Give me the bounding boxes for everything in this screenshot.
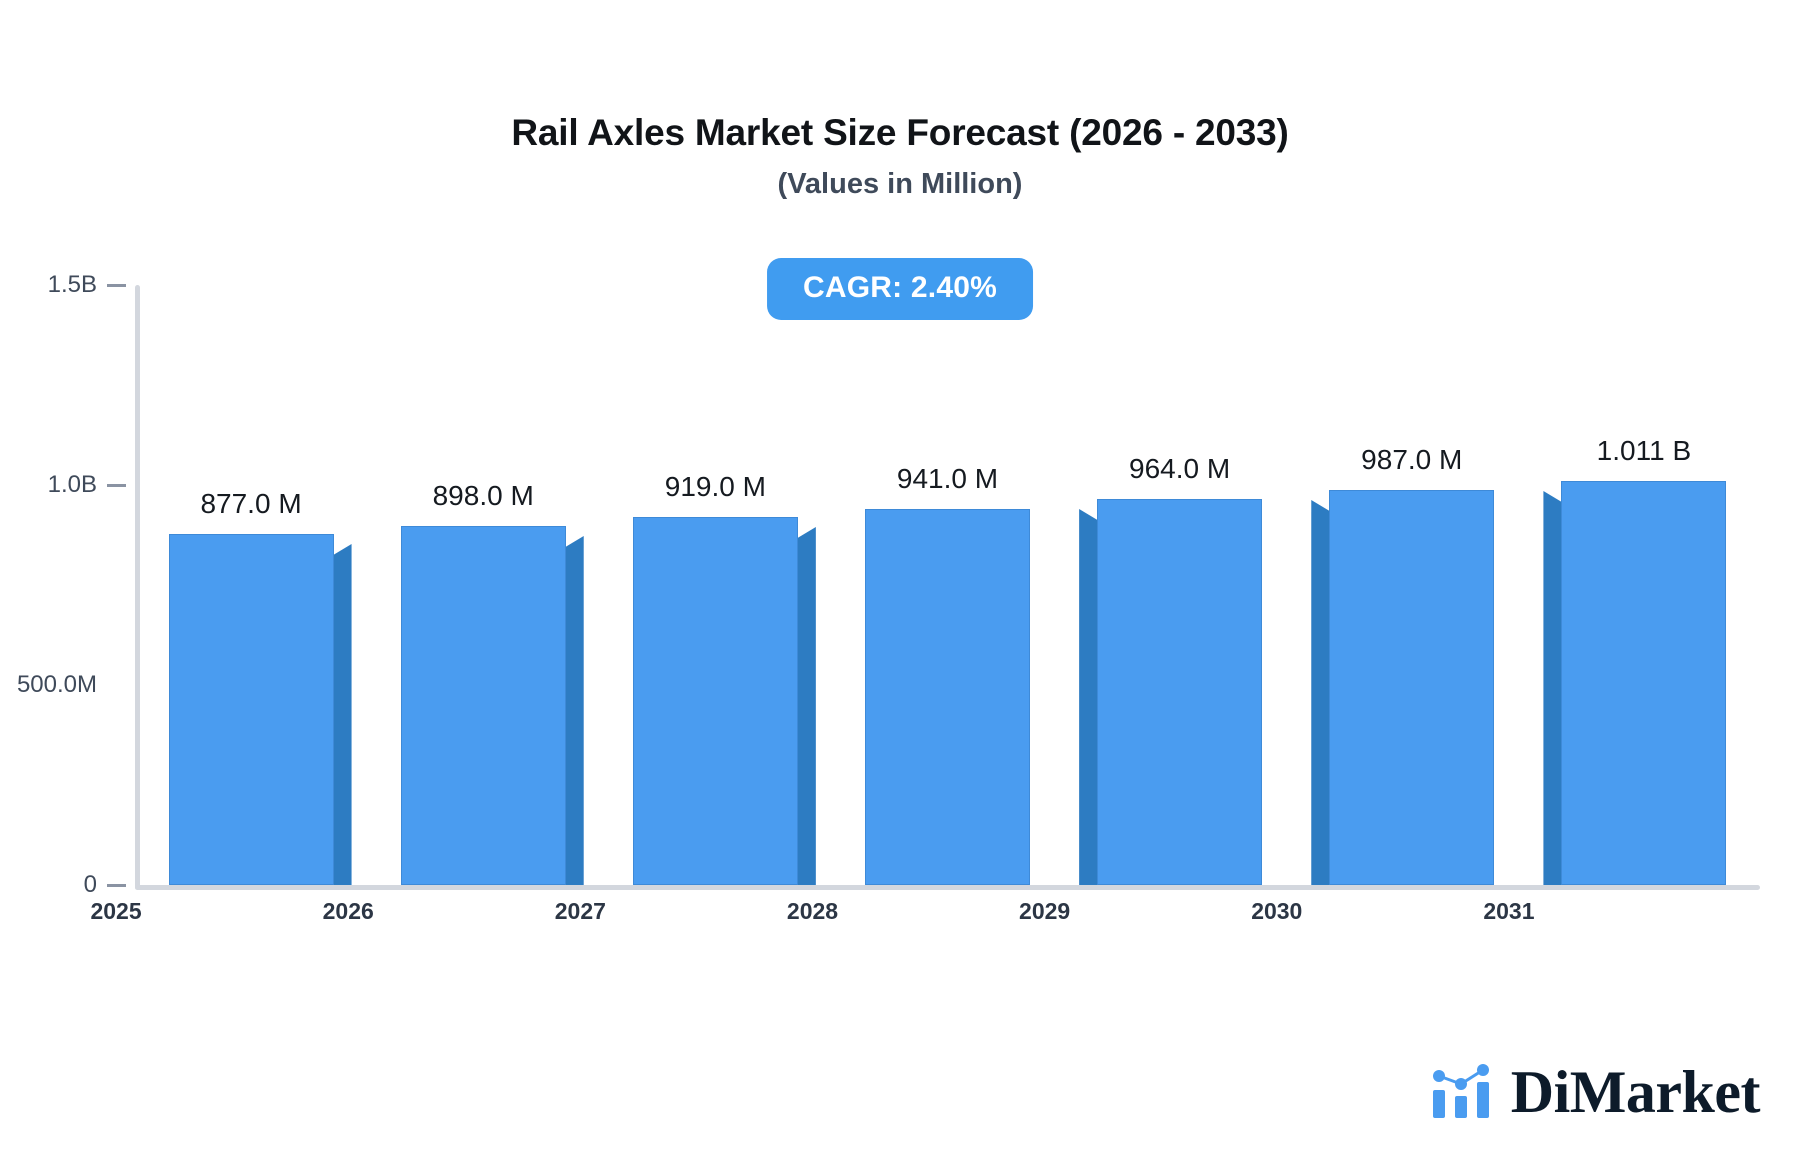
chart-subtitle: (Values in Million) <box>777 168 1023 200</box>
bar-value-label: 1.011 B <box>1596 435 1692 466</box>
y-tick-label: 500.0M <box>16 671 97 698</box>
bar-column[interactable]: 941.0 M <box>831 285 1063 885</box>
bar-front-face[interactable] <box>168 534 334 885</box>
x-tick-label: 2030 <box>1251 898 1303 924</box>
bar-column[interactable]: 964.0 M <box>1064 285 1296 885</box>
bar-front-face[interactable] <box>400 526 566 885</box>
bar-value-label: 898.0 M <box>432 480 534 511</box>
x-tick-label: 2025 <box>90 898 142 924</box>
x-tick-label: 2026 <box>322 898 374 924</box>
bar-value-label: 964.0 M <box>1129 453 1231 484</box>
bar-value-label: 941.0 M <box>896 463 999 494</box>
y-axis-line <box>135 285 140 890</box>
plot-area: 0 500.0M 1.0B 1.5B 877.0 M 898.0 M 919.0 M 941… <box>17 271 1760 898</box>
bar-front-face[interactable] <box>1097 499 1263 885</box>
x-axis-line <box>135 885 1760 890</box>
x-tick-label: 2029 <box>1019 898 1071 924</box>
bar-value-label: 987.0 M <box>1361 444 1463 475</box>
x-tick-label: 2031 <box>1483 898 1535 924</box>
y-tick-dash <box>107 884 126 887</box>
bar-column[interactable]: 898.0 M <box>367 285 599 885</box>
bar-side-face <box>1079 509 1100 885</box>
y-tick-dash <box>107 484 126 487</box>
bar-column[interactable]: 987.0 M <box>1296 285 1528 885</box>
bar-chart-trend-icon <box>1432 1064 1489 1118</box>
y-tick-dash <box>107 284 126 287</box>
bar-front-face[interactable] <box>1329 490 1495 885</box>
bar-side-face <box>331 544 352 885</box>
x-tick-label: 2027 <box>554 898 606 924</box>
bar-value-label: 919.0 M <box>664 471 766 502</box>
y-tick-label: 1.5B <box>47 271 97 298</box>
bar-column[interactable]: 877.0 M <box>135 285 367 885</box>
bar-column[interactable]: 919.0 M <box>599 285 831 885</box>
page-title: Rail Axles Market Size Forecast (2026 - … <box>511 112 1289 153</box>
x-tick-label: 2028 <box>786 898 839 924</box>
bar-value-label: 877.0 M <box>200 488 302 519</box>
x-axis-labels: 2025 2026 2027 2028 2029 2030 2031 <box>0 898 1625 938</box>
bar-series: 877.0 M 898.0 M 919.0 M 941.0 M 964.0 M 987.0… <box>135 285 1760 885</box>
y-tick-label: 1.0B <box>47 471 97 498</box>
bar-side-face <box>795 527 816 885</box>
brand-logo: DiMarket <box>1431 1059 1761 1125</box>
brand-name: DiMarket <box>1510 1059 1761 1125</box>
y-tick-label: 0 <box>83 871 97 898</box>
bar-front-face[interactable] <box>1561 481 1727 885</box>
bar-front-face[interactable] <box>864 509 1030 885</box>
bar-side-face <box>1311 500 1332 885</box>
bar-front-face[interactable] <box>632 517 798 885</box>
bar-side-face <box>1543 491 1564 885</box>
bar-column[interactable]: 1.011 B <box>1528 285 1760 885</box>
cagr-badge: CAGR: 2.40% <box>767 258 1033 320</box>
bar-side-face <box>563 536 584 885</box>
